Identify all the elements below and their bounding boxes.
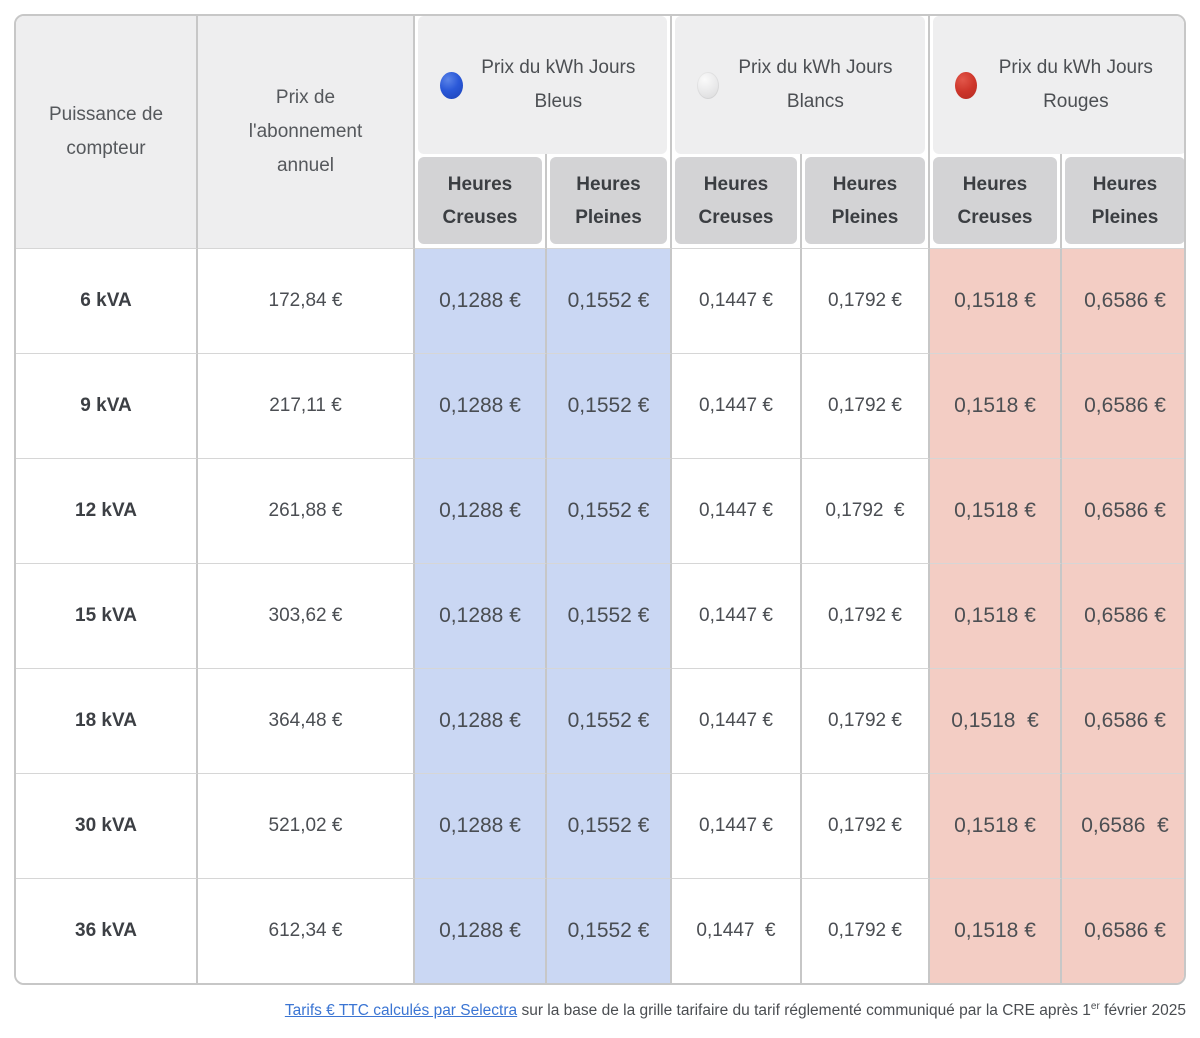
cell-bleu-hc: 0,1288 € [415,353,547,458]
cell-puissance: 15 kVA [16,563,198,668]
cell-rouge-hp: 0,6586 € [1062,353,1184,458]
cell-blanc-hc: 0,1447 € [672,563,802,668]
col-header-abonnement-label: Prix de l'abonnement annuel [248,87,363,176]
selectra-tariffs-link[interactable]: Tarifs € TTC calculés par Selectra [284,1002,518,1020]
cell-blanc-hp: 0,1792 € [802,563,930,668]
cell-blanc-hc: 0,1447 € [672,248,802,353]
cell-puissance: 12 kVA [16,458,198,563]
cell-blanc-hc: 0,1447 € [672,878,802,983]
blue-day-dot-icon [440,71,463,99]
col-header-abonnement: Prix de l'abonnement annuel [198,16,415,248]
footnote-sup: er [1090,1001,1100,1012]
cell-bleu-hc: 0,1288 € [415,878,547,983]
cell-puissance: 36 kVA [16,878,198,983]
cell-rouge-hp: 0,6586 € [1062,878,1184,983]
footnote-text: sur la base de la grille tarifaire du ta… [517,1002,1091,1020]
cell-bleu-hc: 0,1288 € [415,668,547,773]
cell-bleu-hc: 0,1288 € [415,458,547,563]
cell-bleu-hp: 0,1552 € [547,248,672,353]
cell-abonnement: 364,48 € [198,668,415,773]
cell-abonnement: 303,62 € [198,563,415,668]
cell-bleu-hp: 0,1552 € [547,563,672,668]
cell-blanc-hp: 0,1792 € [802,668,930,773]
table-row: 15 kVA 303,62 €0,1288 €0,1552 €0,1447 €0,… [16,563,1184,668]
cell-blanc-hp: 0,1792 € [802,773,930,878]
table-row: 18 kVA 364,48 €0,1288 €0,1552 €0,1447 €0,… [16,668,1184,773]
group-header-jours-rouges: Prix du kWh Jours Rouges [930,16,1184,154]
cell-abonnement: 261,88 € [198,458,415,563]
cell-blanc-hp: 0,1792 € [802,248,930,353]
cell-bleu-hp: 0,1552 € [547,668,672,773]
group-header-jours-bleus-label: Prix du kWh Jours Bleus [481,57,636,112]
red-day-dot-icon [955,71,977,99]
cell-puissance: 9 kVA [16,353,198,458]
cell-rouge-hc: 0,1518 € [930,458,1062,563]
cell-rouge-hc: 0,1518 € [930,878,1062,983]
cell-blanc-hp: 0,1792 € [802,353,930,458]
cell-rouge-hp: 0,6586 € [1062,248,1184,353]
cell-puissance: 30 kVA [16,773,198,878]
table-body: 6 kVA 172,84 €0,1288 €0,1552 €0,1447 €0,1… [16,248,1184,983]
cell-puissance: 6 kVA [16,248,198,353]
cell-abonnement: 521,02 € [198,773,415,878]
subheader-blanc-heures-pleines: Heures Pleines [802,154,930,248]
tariff-table: Puissance de compteur Prix de l'abonneme… [14,14,1186,985]
cell-blanc-hc: 0,1447 € [672,668,802,773]
subheader-rouge-heures-creuses: Heures Creuses [930,154,1062,248]
group-header-jours-bleus: Prix du kWh Jours Bleus [415,16,672,154]
cell-rouge-hc: 0,1518 € [930,773,1062,878]
cell-bleu-hp: 0,1552 € [547,773,672,878]
cell-blanc-hc: 0,1447 € [672,458,802,563]
table-row: 6 kVA 172,84 €0,1288 €0,1552 €0,1447 €0,1… [16,248,1184,353]
group-header-jours-rouges-label: Prix du kWh Jours Rouges [998,57,1153,112]
cell-rouge-hp: 0,6586 € [1062,458,1184,563]
col-header-puissance: Puissance de compteur [16,16,198,248]
cell-rouge-hc: 0,1518 € [930,248,1062,353]
group-header-jours-blancs: Prix du kWh Jours Blancs [672,16,930,154]
cell-bleu-hc: 0,1288 € [415,563,547,668]
cell-blanc-hp: 0,1792 € [802,878,930,983]
table-row: 30 kVA 521,02 €0,1288 €0,1552 €0,1447 €0,… [16,773,1184,878]
cell-bleu-hc: 0,1288 € [415,773,547,878]
white-day-dot-icon [697,71,719,99]
table-row: 9 kVA 217,11 €0,1288 €0,1552 €0,1447 €0,1… [16,353,1184,458]
cell-rouge-hp: 0,6586 € [1062,773,1184,878]
cell-rouge-hc: 0,1518 € [930,563,1062,668]
col-header-puissance-label: Puissance de compteur [48,104,164,159]
cell-rouge-hp: 0,6586 € [1062,668,1184,773]
cell-abonnement: 172,84 € [198,248,415,353]
subheader-bleu-heures-pleines: Heures Pleines [547,154,672,248]
cell-abonnement: 612,34 € [198,878,415,983]
cell-blanc-hc: 0,1447 € [672,773,802,878]
subheader-blanc-heures-creuses: Heures Creuses [672,154,802,248]
cell-blanc-hp: 0,1792 € [802,458,930,563]
subheader-rouge-heures-pleines: Heures Pleines [1062,154,1184,248]
cell-puissance: 18 kVA [16,668,198,773]
cell-rouge-hc: 0,1518 € [930,668,1062,773]
cell-bleu-hc: 0,1288 € [415,248,547,353]
cell-bleu-hp: 0,1552 € [547,458,672,563]
table-row: 12 kVA 261,88 €0,1288 €0,1552 €0,1447 €0,… [16,458,1184,563]
cell-abonnement: 217,11 € [198,353,415,458]
cell-rouge-hc: 0,1518 € [930,353,1062,458]
footnote: Tarifs € TTC calculés par Selectra sur l… [14,996,1186,1022]
tempo-price-table: Puissance de compteur Prix de l'abonneme… [16,16,1184,983]
cell-bleu-hp: 0,1552 € [547,878,672,983]
cell-rouge-hp: 0,6586 € [1062,563,1184,668]
table-row: 36 kVA 612,34 €0,1288 €0,1552 €0,1447 €0,… [16,878,1184,983]
subheader-bleu-heures-creuses: Heures Creuses [415,154,547,248]
group-header-jours-blancs-label: Prix du kWh Jours Blancs [738,57,893,112]
footnote-text-end: février 2025 [1099,1002,1186,1020]
cell-bleu-hp: 0,1552 € [547,353,672,458]
cell-blanc-hc: 0,1447 € [672,353,802,458]
